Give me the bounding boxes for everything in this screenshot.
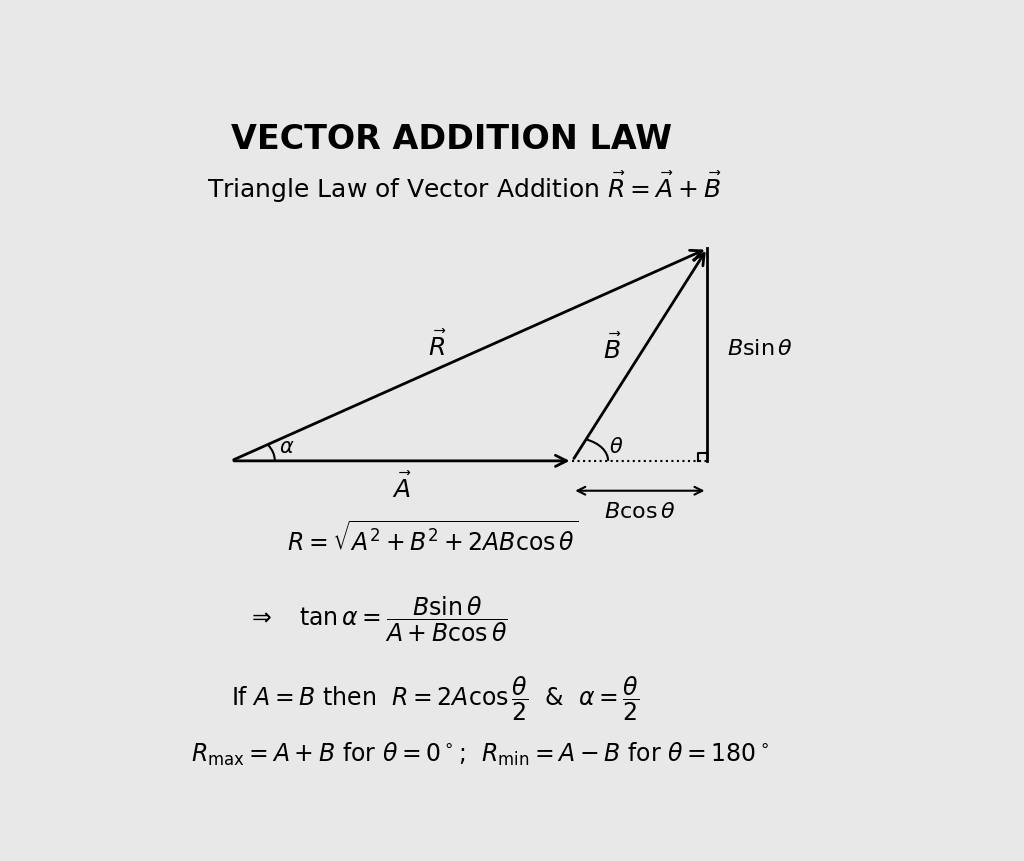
Text: $B\cos\theta$: $B\cos\theta$ [604,501,676,521]
Text: $R = \sqrt{A^2 + B^2 + 2AB\cos\theta}$: $R = \sqrt{A^2 + B^2 + 2AB\cos\theta}$ [287,521,578,556]
Text: $B\sin\theta$: $B\sin\theta$ [727,338,794,359]
Text: $\vec{B}$: $\vec{B}$ [603,333,622,363]
Text: Triangle Law of Vector Addition $\vec{R} = \vec{A} + \vec{B}$: Triangle Law of Vector Addition $\vec{R}… [207,170,722,205]
Text: $\alpha$: $\alpha$ [279,437,295,456]
Text: $\theta$: $\theta$ [609,437,624,456]
Text: If $A = B$ then  $R = 2A\cos\dfrac{\theta}{2}$  &  $\alpha = \dfrac{\theta}{2}$: If $A = B$ then $R = 2A\cos\dfrac{\theta… [231,673,640,722]
Text: $\vec{R}$: $\vec{R}$ [428,331,446,360]
Text: VECTOR ADDITION LAW: VECTOR ADDITION LAW [231,123,673,156]
Text: $\Rightarrow\quad \tan\alpha = \dfrac{B\sin\theta}{A + B\cos\theta}$: $\Rightarrow\quad \tan\alpha = \dfrac{B\… [247,594,508,643]
Text: $\vec{A}$: $\vec{A}$ [392,473,412,503]
Text: $R_{\mathrm{max}} = A + B$ for $\theta = 0^\circ$;  $R_{\mathrm{min}} = A - B$ f: $R_{\mathrm{max}} = A + B$ for $\theta =… [191,740,770,767]
